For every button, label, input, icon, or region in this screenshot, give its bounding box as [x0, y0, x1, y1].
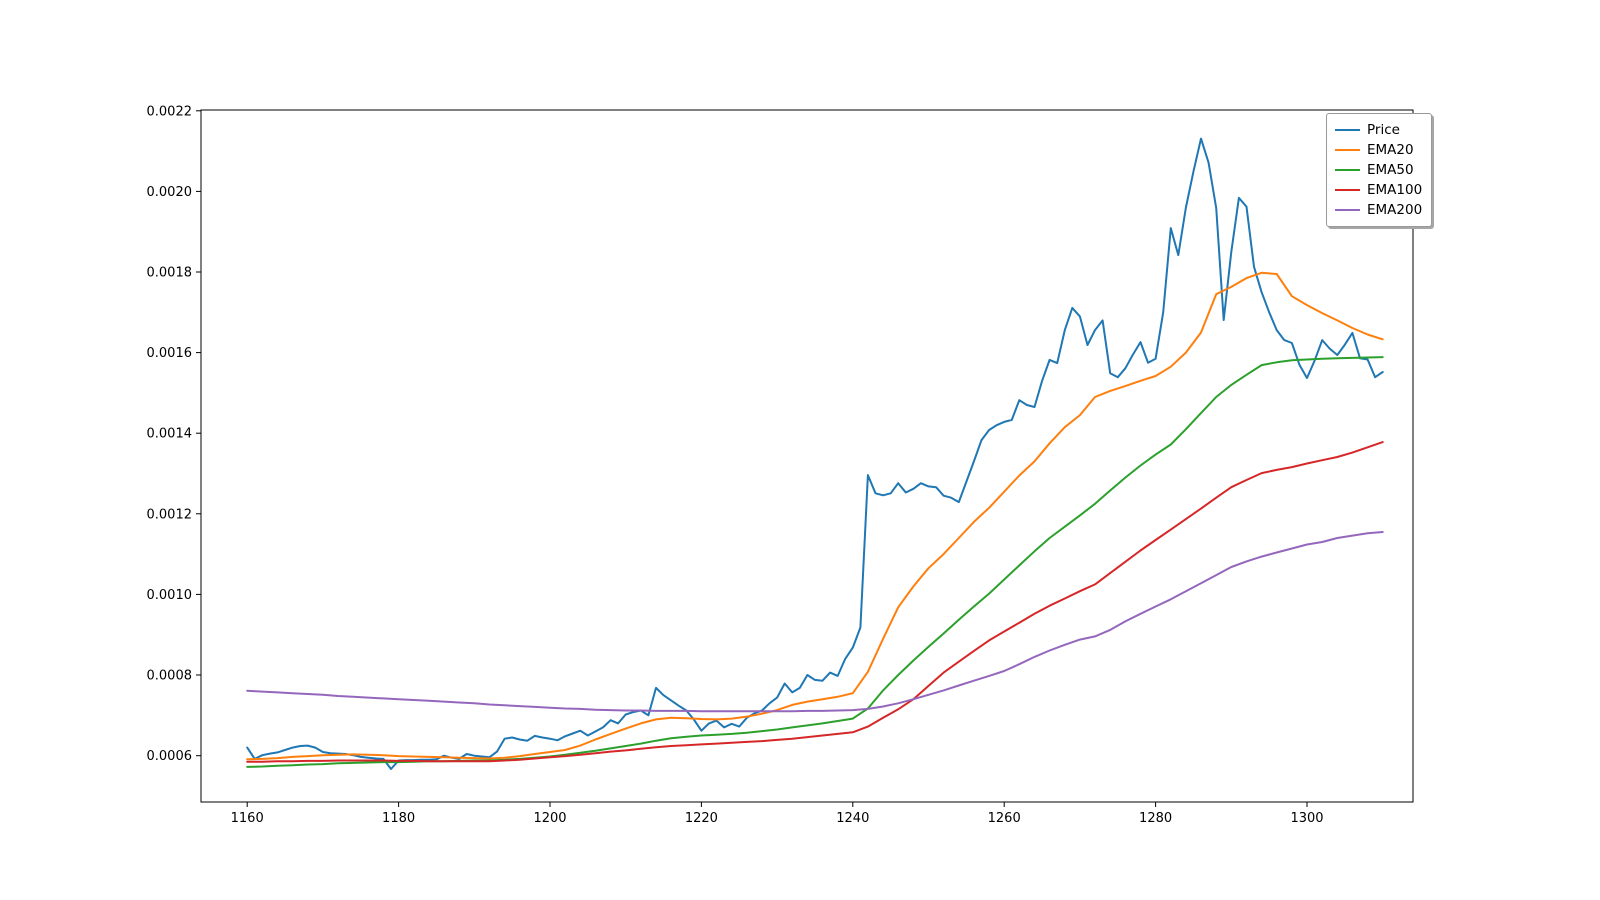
y-tick-label: 0.0006 [147, 749, 193, 764]
x-tick-label: 1260 [988, 811, 1021, 826]
legend: Price EMA20 EMA50 EMA100 EMA200 [1326, 113, 1433, 227]
series-line-ema20 [246, 271, 1384, 761]
legend-item-price: Price [1335, 120, 1422, 140]
y-tick-label: 0.0008 [147, 669, 193, 684]
legend-line-sample-ema200 [1335, 208, 1360, 212]
legend-label: EMA100 [1367, 182, 1423, 198]
y-tick-label: 0.0022 [147, 104, 193, 119]
series-line-ema100 [246, 441, 1384, 763]
x-tick-label: 1280 [1139, 811, 1172, 826]
y-tick-label: 0.0016 [147, 346, 193, 361]
legend-label: Price [1367, 122, 1400, 138]
series-line-ema200 [246, 531, 1384, 713]
x-tick-label: 1240 [836, 811, 869, 826]
legend-label: EMA50 [1367, 162, 1414, 178]
legend-item-ema100: EMA100 [1335, 180, 1422, 200]
series-line-price [246, 137, 1384, 770]
y-tick-label: 0.0010 [147, 588, 193, 603]
x-tick-label: 1160 [231, 811, 264, 826]
legend-item-ema20: EMA20 [1335, 140, 1422, 160]
legend-label: EMA200 [1367, 202, 1423, 218]
y-tick-label: 0.0018 [147, 266, 193, 281]
plot-border [200, 109, 1414, 803]
y-tick-label: 0.0020 [147, 185, 193, 200]
legend-line-sample-ema20 [1335, 148, 1360, 152]
legend-label: EMA20 [1367, 142, 1414, 158]
y-tick-label: 0.0012 [147, 507, 193, 522]
legend-line-sample-ema50 [1335, 168, 1360, 172]
series-line-ema50 [246, 356, 1384, 768]
x-tick-label: 1180 [382, 811, 415, 826]
legend-item-ema200: EMA200 [1335, 200, 1422, 220]
y-tick-label: 0.0014 [147, 427, 193, 442]
legend-line-sample-ema100 [1335, 188, 1360, 192]
legend-line-sample-price [1335, 128, 1360, 132]
x-tick-label: 1200 [533, 811, 566, 826]
x-tick-label: 1300 [1290, 811, 1323, 826]
x-tick-label: 1220 [685, 811, 718, 826]
legend-item-ema50: EMA50 [1335, 160, 1422, 180]
